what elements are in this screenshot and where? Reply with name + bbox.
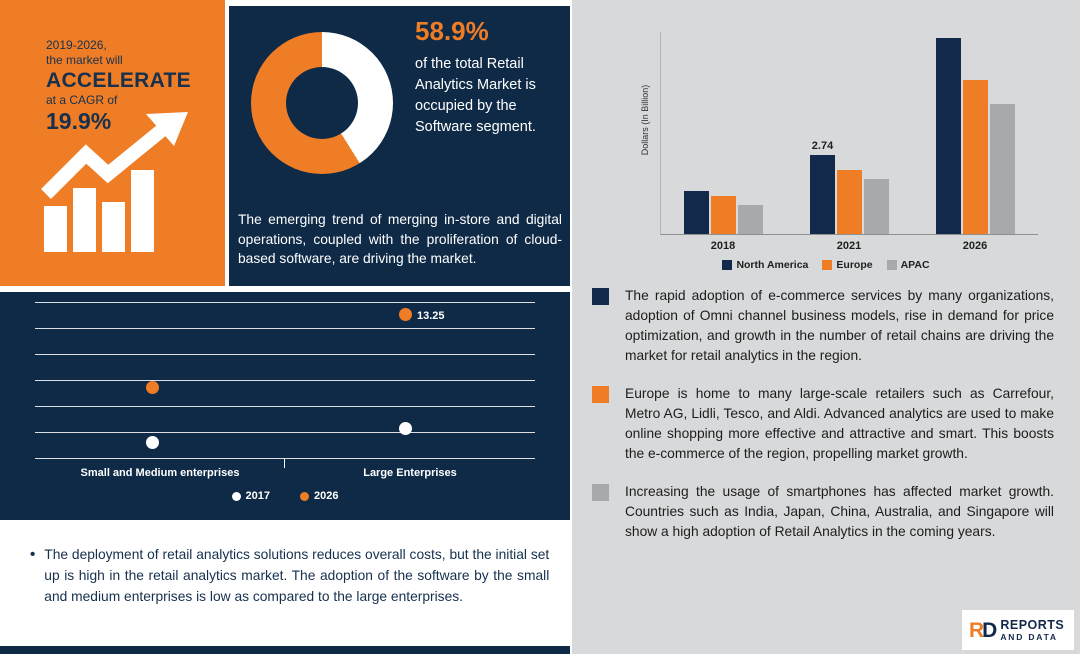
bar-europe-2018 — [711, 196, 737, 234]
dot-chart-legend: 2017 2026 — [0, 490, 570, 502]
dot-chart-plot: 13.25 — [35, 302, 535, 459]
reports-and-data-logo: RD REPORTS AND DATA — [962, 610, 1074, 650]
deployment-note-panel: • The deployment of retail analytics sol… — [0, 520, 570, 646]
legend-swatch-apac — [886, 260, 897, 270]
logo-text: REPORTS AND DATA — [1000, 618, 1064, 642]
bar-cat-2021: 2021 — [836, 240, 862, 252]
bar-chart-categories: 2018 2021 2026 — [660, 240, 1038, 252]
cagr-line-market: the market will — [46, 53, 123, 67]
legend-item-apac: APAC — [886, 259, 930, 271]
logo-mark-r: R — [969, 618, 984, 642]
regional-bullets: The rapid adoption of e-commerce service… — [592, 286, 1054, 542]
bar-north-america-2026 — [935, 38, 961, 234]
rd-logo-mark: RD — [969, 618, 997, 642]
bar-group-2026 — [935, 38, 1016, 234]
legend-item-2026: 2026 — [300, 490, 338, 502]
bar-group-2021: 2.74 — [809, 140, 890, 234]
dot-2017-1 — [398, 421, 412, 435]
bar-group-2018 — [683, 190, 764, 234]
bullet-square-gray — [592, 484, 609, 501]
regional-bar-chart: 2.74 — [660, 32, 1038, 235]
bullet-square-navy — [592, 288, 609, 305]
legend-dot-2026 — [300, 491, 309, 501]
donut-chart — [251, 32, 393, 174]
bullet-text-europe: Europe is home to many large-scale retai… — [625, 386, 1054, 461]
cagr-line-years: 2019-2026, — [46, 38, 107, 52]
legend-item-north-america: North America — [722, 259, 808, 271]
bar-cat-2018: 2018 — [710, 240, 736, 252]
enterprise-size-chart-panel: 13.25 Small and Medium enterprises Large… — [0, 292, 570, 520]
legend-label-europe: Europe — [836, 259, 873, 271]
category-label-large: Large Enterprises — [363, 467, 457, 479]
cagr-text: 2019-2026, the market will ACCELERATE at… — [46, 38, 191, 135]
bullet-north-america: The rapid adoption of e-commerce service… — [592, 286, 1054, 366]
dot-2026-0 — [145, 380, 159, 394]
cagr-accelerate: ACCELERATE — [46, 69, 191, 92]
legend-swatch-europe — [822, 260, 833, 270]
bullet-europe: Europe is home to many large-scale retai… — [592, 384, 1054, 464]
bar-value-label: 2.74 — [811, 139, 834, 152]
dot-2026-1 — [398, 308, 412, 322]
dot-2017-0 — [145, 436, 159, 450]
software-share-percentage: 58.9% — [415, 16, 489, 46]
legend-label-apac: APAC — [900, 259, 930, 271]
bullet-square-orange — [592, 386, 609, 403]
legend-item-2017: 2017 — [231, 490, 270, 502]
bullet-apac: Increasing the usage of smartphones has … — [592, 482, 1054, 542]
software-share-description: of the total Retail Analytics Market is … — [415, 56, 536, 135]
logo-mark-d: D — [982, 618, 997, 642]
market-trend-paragraph: The emerging trend of merging in-store a… — [238, 212, 562, 266]
bar-cat-2026: 2026 — [962, 240, 988, 252]
dot-chart-categories: Small and Medium enterprises Large Enter… — [35, 467, 535, 479]
bar-europe-2021 — [836, 170, 862, 234]
bullet-text-apac: Increasing the usage of smartphones has … — [625, 484, 1054, 539]
regional-analysis-panel: Dollars (In Billion) 2.74 2018 2021 2026… — [572, 0, 1080, 654]
bar-chart-ylabel: Dollars (In Billion) — [640, 84, 650, 156]
bar-europe-2026 — [962, 80, 988, 234]
logo-line-and-data: AND DATA — [1000, 632, 1058, 642]
bar-apac-2026 — [989, 103, 1015, 234]
cagr-panel: 2019-2026, the market will ACCELERATE at… — [0, 0, 225, 286]
deployment-note: • The deployment of retail analytics sol… — [0, 520, 570, 607]
bullet-marker: • — [30, 546, 36, 563]
software-segment-panel: 58.9% of the total Retail Analytics Mark… — [229, 6, 570, 286]
category-label-sme: Small and Medium enterprises — [80, 467, 240, 479]
category-divider-tick — [284, 459, 285, 468]
bar-chart-legend: North America Europe APAC — [572, 259, 1080, 271]
legend-item-europe: Europe — [822, 259, 873, 271]
cagr-line-cagr: at a CAGR of — [46, 93, 118, 107]
bar-apac-2018 — [738, 205, 764, 234]
cagr-percentage: 19.9% — [46, 108, 112, 134]
legend-label-2017: 2017 — [245, 490, 270, 502]
bullet-text-north-america: The rapid adoption of e-commerce service… — [625, 288, 1054, 363]
dot-value-label: 13.25 — [417, 309, 445, 322]
legend-label-north-america: North America — [736, 259, 809, 271]
legend-swatch-north-america — [722, 260, 733, 270]
bar-apac-2021 — [863, 178, 889, 234]
deployment-note-text: The deployment of retail analytics solut… — [44, 547, 550, 604]
legend-dot-2017 — [231, 491, 241, 501]
logo-line-reports: REPORTS — [1000, 618, 1065, 632]
bar-north-america-2018 — [684, 190, 710, 234]
legend-label-2026: 2026 — [314, 490, 339, 502]
growth-chart-icon — [41, 112, 188, 252]
footer-strip — [0, 646, 570, 654]
bar-north-america-2021: 2.74 — [809, 140, 835, 234]
